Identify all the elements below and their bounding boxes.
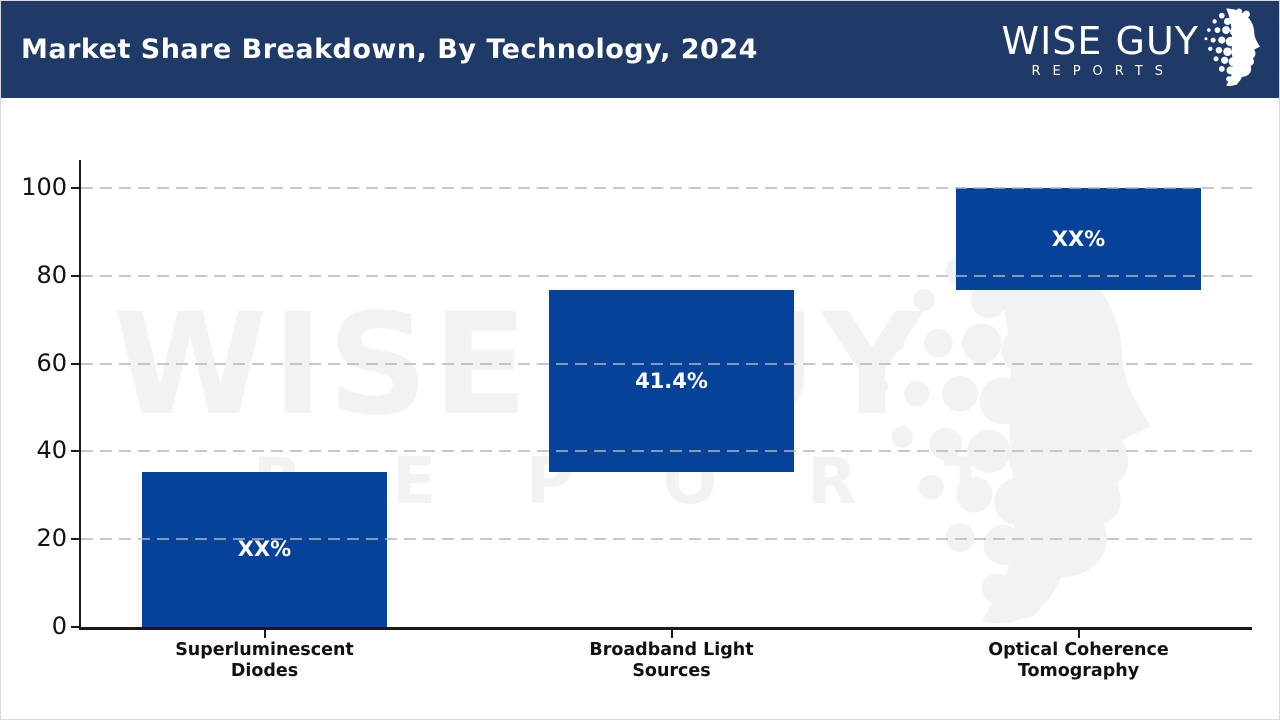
x-category-label: Superluminescent Diodes <box>175 640 354 682</box>
x-tick-mark <box>670 630 673 638</box>
y-tick-label: 40 <box>36 436 67 465</box>
x-tick-mark <box>263 630 266 638</box>
bar-value-label: XX% <box>1051 226 1106 251</box>
x-category-label: Optical Coherence Tomography <box>988 640 1169 682</box>
y-tick-label: 0 <box>51 612 67 640</box>
watermark-head-icon <box>816 228 1176 653</box>
bar <box>956 188 1201 290</box>
chart-area: WISE GUY REPORTS 0 20 40 60 80 100 XX% Superlum… <box>1 98 1279 719</box>
y-axis-spine <box>79 160 81 630</box>
gridline <box>81 362 1252 365</box>
x-tick-mark <box>1077 630 1080 638</box>
bar <box>142 471 387 627</box>
bar-value-label: 41.4% <box>635 368 708 393</box>
x-axis-spine <box>79 627 1252 630</box>
header-bar: Market Share Breakdown, By Technology, 2… <box>1 1 1279 98</box>
gridline <box>81 450 1252 453</box>
y-tick-mark <box>71 362 79 365</box>
wise-guy-reports-logo: WISE GUY REPORTS <box>1002 7 1265 92</box>
gridline <box>81 538 1252 541</box>
bar-value-label: XX% <box>237 537 292 562</box>
page-title: Market Share Breakdown, By Technology, 2… <box>21 34 758 65</box>
y-tick-label: 60 <box>36 348 67 377</box>
y-tick-mark <box>71 274 79 277</box>
dotted-head-icon <box>1193 7 1265 92</box>
gridline <box>81 187 1252 189</box>
logo-wordmark: WISE GUY <box>1001 18 1199 63</box>
y-tick-mark <box>71 187 79 189</box>
y-tick-mark <box>71 450 79 453</box>
bar <box>549 289 794 472</box>
logo-text: WISE GUY REPORTS <box>1002 22 1199 78</box>
y-tick-mark <box>71 626 79 628</box>
watermark-wordmark: WISE GUY <box>113 284 927 447</box>
y-tick-label: 20 <box>36 524 67 553</box>
y-tick-label: 80 <box>36 260 67 289</box>
x-category-label: Broadband Light Sources <box>589 640 754 682</box>
logo-subtitle: REPORTS <box>1031 63 1176 79</box>
gridline <box>81 274 1252 277</box>
y-tick-label: 100 <box>21 173 67 201</box>
y-tick-mark <box>71 538 79 541</box>
